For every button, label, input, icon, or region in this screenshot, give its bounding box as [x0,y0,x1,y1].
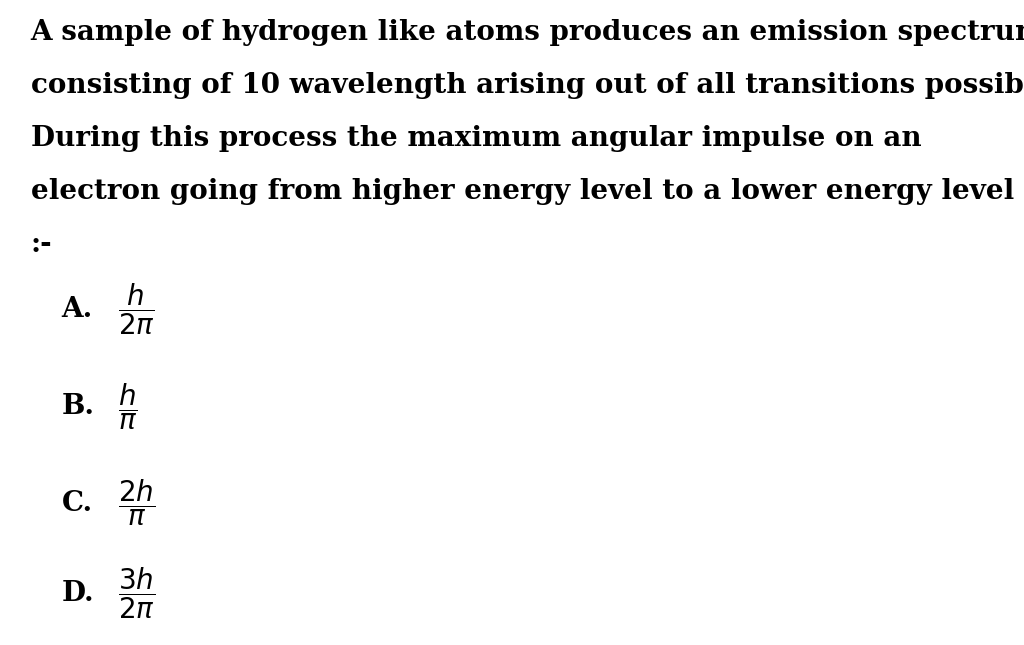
Text: $\dfrac{h}{2\pi}$: $\dfrac{h}{2\pi}$ [118,282,155,337]
Text: A.: A. [61,296,93,323]
Text: A sample of hydrogen like atoms produces an emission spectrum: A sample of hydrogen like atoms produces… [31,19,1024,46]
Text: $\dfrac{h}{\pi}$: $\dfrac{h}{\pi}$ [118,381,137,432]
Text: :-: :- [31,231,52,258]
Text: $\dfrac{3h}{2\pi}$: $\dfrac{3h}{2\pi}$ [118,566,155,621]
Text: B.: B. [61,393,94,420]
Text: During this process the maximum angular impulse on an: During this process the maximum angular … [31,125,922,152]
Text: electron going from higher energy level to a lower energy level is: electron going from higher energy level … [31,178,1024,205]
Text: D.: D. [61,580,94,607]
Text: C.: C. [61,490,92,517]
Text: $\dfrac{2h}{\pi}$: $\dfrac{2h}{\pi}$ [118,478,155,528]
Text: consisting of 10 wavelength arising out of all transitions possible.: consisting of 10 wavelength arising out … [31,72,1024,99]
